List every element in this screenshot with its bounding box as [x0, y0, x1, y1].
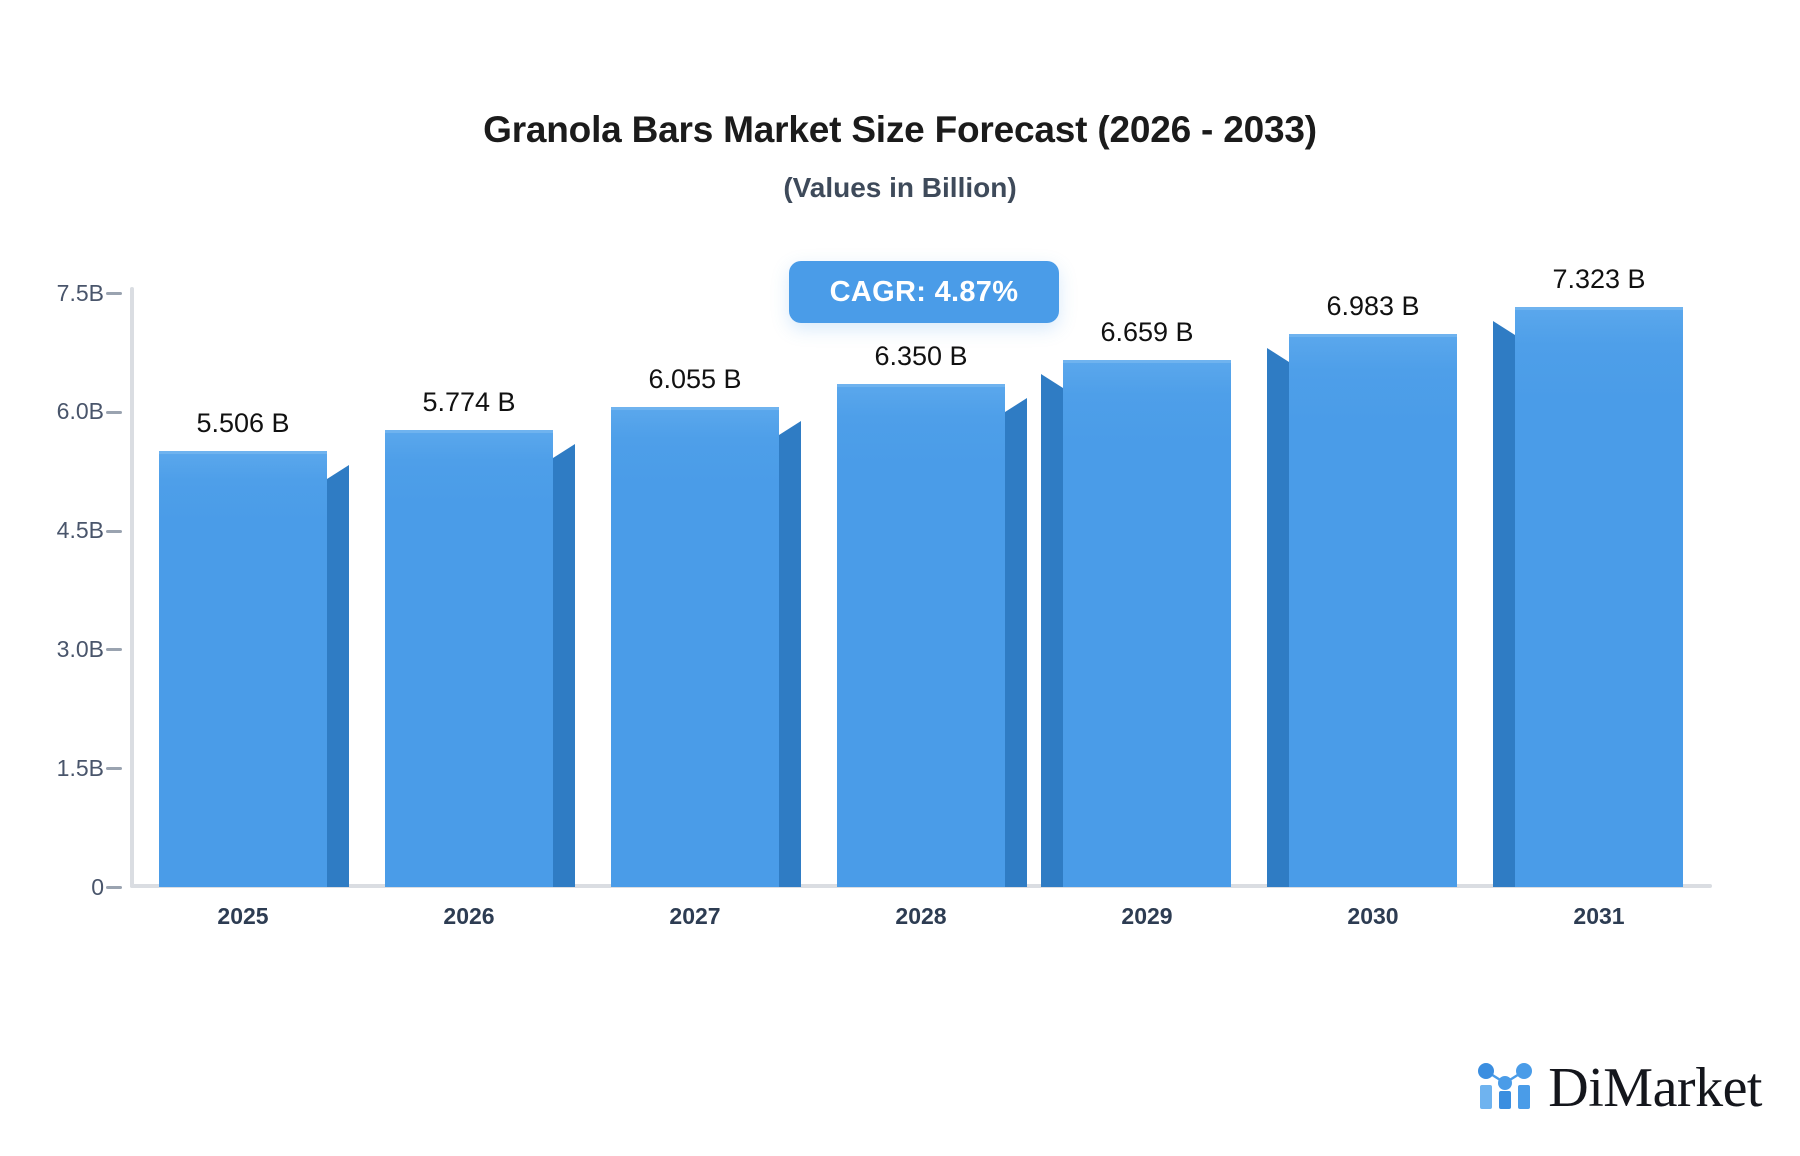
y-axis-tick-mark [106, 886, 122, 889]
page-title: Granola Bars Market Size Forecast (2026 … [483, 109, 1317, 150]
bar[interactable]: 6.983 B [1267, 291, 1457, 887]
bar-side-face [1005, 398, 1027, 887]
y-axis-tick: 1.5B [0, 755, 130, 781]
bar-side-face [1493, 321, 1515, 887]
x-axis-tick-label: 2030 [1347, 903, 1399, 929]
y-axis-tick-mark [106, 648, 122, 652]
chart-subtitle: (Values in Billion) [783, 172, 1017, 204]
bar-front-face [611, 407, 779, 887]
bar-chart-icon [1476, 1059, 1534, 1116]
x-axis-tick-label: 2027 [669, 903, 721, 929]
y-axis-tick-mark [106, 292, 122, 295]
y-axis-line [130, 287, 134, 888]
bar-side-face [327, 465, 349, 887]
x-axis-tick-label: 2031 [1573, 903, 1625, 929]
x-axis-tick-label: 2028 [895, 903, 947, 929]
bar[interactable]: 7.323 B [1493, 264, 1683, 887]
bar-value-label: 5.774 B [422, 387, 516, 417]
bar-value-label: 6.983 B [1326, 291, 1420, 321]
y-axis-tick-label: 4.5B [56, 517, 104, 544]
y-axis-tick-label: 0 [91, 873, 104, 900]
y-axis-tick-mark [106, 767, 122, 771]
bar-side-face [1267, 348, 1289, 887]
bar-front-face [1063, 360, 1231, 887]
y-axis-tick: 6.0B [0, 398, 130, 424]
y-axis-tick-mark [106, 529, 122, 533]
bar[interactable]: 6.659 B [1041, 317, 1231, 887]
bar-front-face [159, 451, 327, 887]
y-axis-tick-label: 7.5B [56, 279, 104, 306]
bar-side-face [1041, 374, 1063, 887]
cagr-badge: CAGR: 4.87% [789, 261, 1059, 323]
brand-name: DiMarket [1548, 1056, 1762, 1119]
bar-value-label: 6.055 B [648, 364, 742, 394]
bar-front-face [837, 384, 1005, 887]
bar-value-label: 6.659 B [1100, 317, 1194, 347]
y-axis-tick-label: 1.5B [56, 754, 104, 781]
y-axis-tick: 4.5B [0, 517, 130, 543]
y-axis-tick: 7.5B [0, 280, 130, 306]
bar-front-face [1515, 307, 1683, 887]
chart-title-block: Granola Bars Market Size Forecast (2026 … [0, 108, 1800, 204]
bar-front-face [1289, 334, 1457, 887]
y-axis-tick: 3.0B [0, 636, 130, 662]
x-axis-tick-label: 2025 [217, 903, 269, 929]
bar[interactable]: 6.055 B [611, 364, 801, 887]
bar-side-face [553, 444, 575, 887]
bar[interactable]: 5.506 B [159, 408, 349, 887]
y-axis-tick: 0 [0, 874, 130, 900]
x-axis-tick-label: 2029 [1121, 903, 1173, 929]
bar-front-face [385, 430, 553, 887]
x-axis-tick-label: 2026 [443, 903, 495, 929]
y-axis-tick-label: 3.0B [56, 635, 104, 662]
bar-side-face [779, 421, 801, 887]
bar-value-label: 7.323 B [1552, 264, 1646, 294]
watermark-logo: DiMarket [1476, 1059, 1762, 1116]
bar-value-label: 6.350 B [874, 341, 968, 371]
y-axis-tick-mark [106, 410, 122, 414]
y-axis-tick-label: 6.0B [56, 398, 104, 425]
bar[interactable]: 5.774 B [385, 387, 575, 887]
bar[interactable]: 6.350 B [837, 341, 1027, 887]
bar-value-label: 5.506 B [196, 408, 290, 438]
